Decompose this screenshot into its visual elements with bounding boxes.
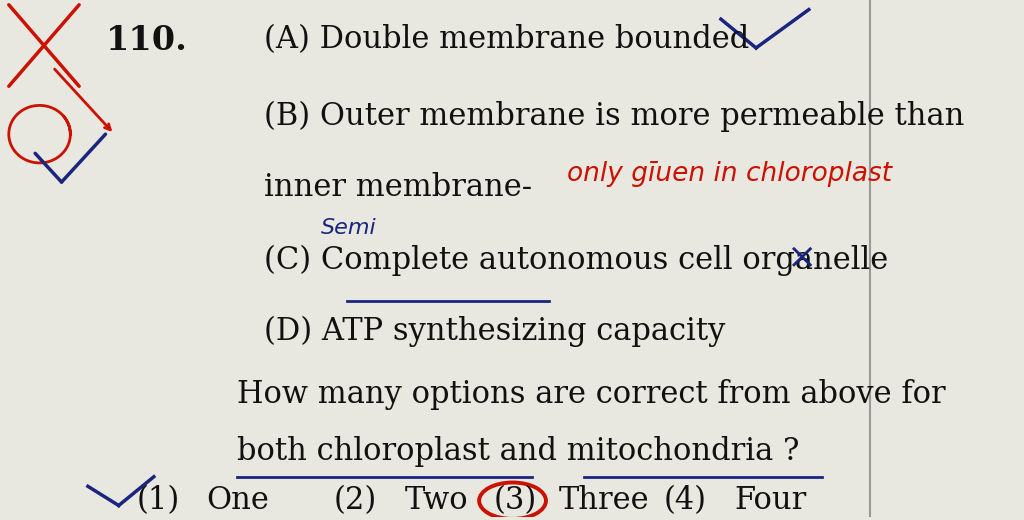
Text: (1): (1) — [136, 485, 179, 516]
Text: (B) Outer membrane is more permeable than: (B) Outer membrane is more permeable tha… — [264, 101, 965, 132]
Text: How many options are correct from above for: How many options are correct from above … — [238, 379, 946, 410]
Text: both chloroplast and mitochondria ?: both chloroplast and mitochondria ? — [238, 436, 800, 467]
Text: (3): (3) — [494, 485, 538, 516]
Text: (2): (2) — [334, 485, 377, 516]
Text: only gīuen in chloroplast: only gīuen in chloroplast — [567, 161, 892, 187]
Text: (D) ATP synthesizing capacity: (D) ATP synthesizing capacity — [264, 316, 725, 347]
Text: (4): (4) — [664, 485, 707, 516]
Text: Semi: Semi — [321, 218, 377, 238]
Text: ×: × — [786, 241, 817, 275]
Text: One: One — [207, 485, 269, 516]
Text: 110.: 110. — [105, 24, 187, 57]
Text: inner membrane-: inner membrane- — [264, 173, 531, 203]
Text: Three: Three — [558, 485, 649, 516]
Text: (C) Complete autonomous cell organelle: (C) Complete autonomous cell organelle — [264, 244, 888, 276]
Text: Four: Four — [734, 485, 806, 516]
Text: (A) Double membrane bounded: (A) Double membrane bounded — [264, 24, 749, 55]
Text: Two: Two — [404, 485, 468, 516]
